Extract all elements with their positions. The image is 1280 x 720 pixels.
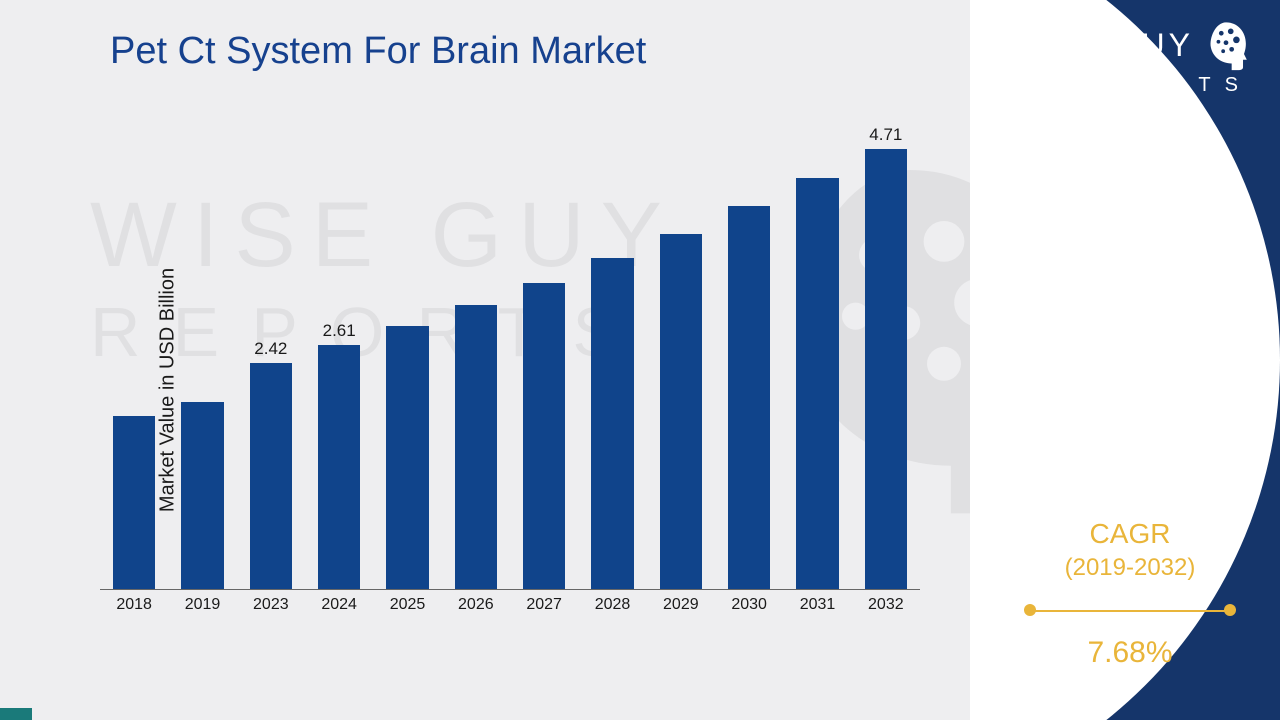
x-tick-label: 2028 [595, 596, 631, 614]
bar-slot [510, 283, 578, 589]
chart-area: Market Value in USD Billion 2.422.614.71… [40, 150, 920, 630]
cagr-label: CAGR [1020, 518, 1240, 550]
bar-slot [715, 206, 783, 589]
bar-slot: 4.71 [852, 149, 920, 589]
bar [865, 149, 907, 589]
brand-top-row: WISE GUY [1002, 20, 1252, 72]
x-tick-label: 2026 [458, 596, 494, 614]
bottom-accent-bar [0, 708, 32, 720]
bar-value-label: 2.42 [254, 339, 287, 363]
bar [796, 178, 838, 589]
cagr-dot-right [1224, 604, 1236, 616]
bar-slot: 2.42 [237, 363, 305, 589]
bar-slot [442, 305, 510, 589]
x-tick-label: 2031 [800, 596, 836, 614]
chart-title: Pet Ct System For Brain Market [110, 30, 646, 73]
bar [728, 206, 770, 589]
bar-slot [100, 416, 168, 589]
bar [318, 345, 360, 589]
plot-region: 2.422.614.71 [100, 150, 920, 590]
bar-slot: 2.61 [305, 345, 373, 589]
x-tick-label: 2029 [663, 596, 699, 614]
bar-value-label: 4.71 [869, 125, 902, 149]
bar [660, 234, 702, 589]
x-tick-label: 2030 [731, 596, 767, 614]
bar-value-label: 2.61 [323, 321, 356, 345]
cagr-divider [1030, 600, 1230, 620]
x-tick-label: 2024 [321, 596, 357, 614]
x-tick-label: 2019 [185, 596, 221, 614]
brand-name-top: WISE GUY [1002, 29, 1194, 63]
bar [113, 416, 155, 589]
x-axis: 2018 2019 2023 2024 2025 2026 2027 2028 2029 2030… [100, 590, 920, 630]
bar [386, 326, 428, 589]
bar [455, 305, 497, 589]
bar-slot [578, 258, 646, 589]
x-tick-label: 2032 [868, 596, 904, 614]
bar [250, 363, 292, 589]
bar-slot [647, 234, 715, 589]
bar [523, 283, 565, 589]
bar [181, 402, 223, 589]
brand-name-bottom: REPORTS [1002, 74, 1252, 97]
x-tick-label: 2027 [526, 596, 562, 614]
brand-head-icon [1200, 20, 1252, 72]
cagr-dot-left [1024, 604, 1036, 616]
cagr-block: CAGR (2019-2032) 7.68% [1020, 518, 1240, 670]
x-tick-label: 2018 [116, 596, 152, 614]
x-tick-label: 2023 [253, 596, 289, 614]
bar-slot [168, 402, 236, 589]
stage: WISE GUY REPORTS WISE GUY REP [0, 0, 1280, 720]
bar [591, 258, 633, 589]
x-tick-label: 2025 [390, 596, 426, 614]
brand-logo: WISE GUY REPORTS [1002, 20, 1252, 97]
cagr-value: 7.68% [1020, 636, 1240, 670]
bar-slot [783, 178, 851, 589]
cagr-years: (2019-2032) [1020, 554, 1240, 582]
bar-slot [373, 326, 441, 589]
